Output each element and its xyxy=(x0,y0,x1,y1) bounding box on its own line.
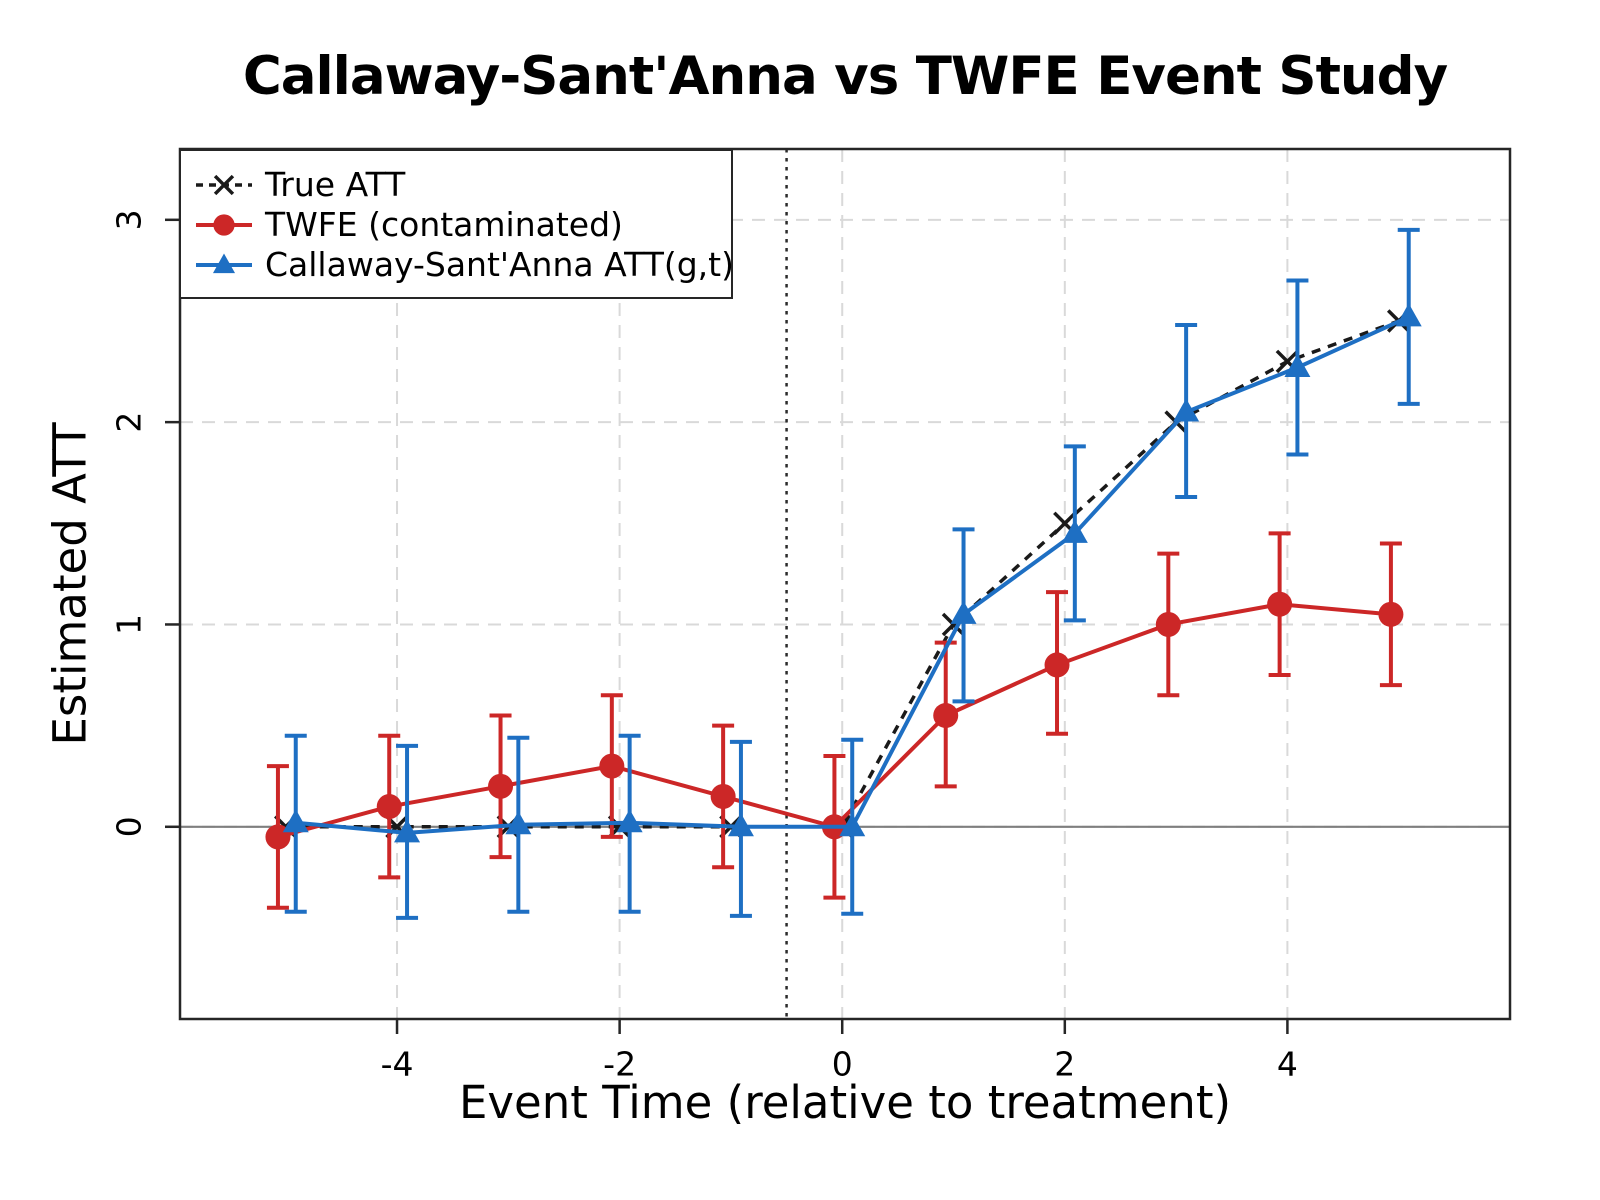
legend-item-true-att: True ATT xyxy=(193,165,731,205)
error-bars xyxy=(284,227,1420,920)
x-tick-label: -4 xyxy=(381,1045,414,1084)
x-tick-label: 4 xyxy=(1277,1045,1298,1084)
error-bars xyxy=(266,531,1402,910)
x-tick-label: 0 xyxy=(832,1045,853,1084)
legend-item-twfe: TWFE (contaminated) xyxy=(193,205,731,245)
legend-sample-callaway-santanna xyxy=(196,253,252,274)
y-tick-label: 2 xyxy=(110,412,149,433)
legend: True ATT TWFE (contaminated) Callaway-Sa… xyxy=(179,149,734,299)
x-tick-label: -2 xyxy=(603,1045,636,1084)
legend-label: TWFE (contaminated) xyxy=(265,205,623,244)
y-axis-label: Estimated ATT xyxy=(43,422,97,746)
series-markers xyxy=(282,303,1422,843)
y-tick-label: 1 xyxy=(110,614,149,635)
y-tick-label: 3 xyxy=(110,209,149,230)
legend-label: True ATT xyxy=(265,165,406,204)
legend-item-callaway-santanna: Callaway-Sant'Anna ATT(g,t) xyxy=(193,245,734,285)
plot-frame xyxy=(178,147,1512,1021)
series-1-circle xyxy=(265,531,1404,910)
x-tick-label: 2 xyxy=(1054,1045,1075,1084)
legend-label: Callaway-Sant'Anna ATT(g,t) xyxy=(265,245,734,284)
x-axis-label: Event Time (relative to treatment) xyxy=(458,1076,1232,1129)
series-2-triangle xyxy=(282,227,1422,920)
legend-sample-true-att xyxy=(196,174,252,196)
legend-sample-twfe xyxy=(196,214,252,236)
chart-title: Callaway-Sant'Anna vs TWFE Event Study xyxy=(242,46,1448,107)
series-markers xyxy=(265,591,1404,850)
y-tick-label: 0 xyxy=(110,816,149,837)
axes: -4 -2 0 2 4 0 1 2 3 xyxy=(110,209,1298,1083)
